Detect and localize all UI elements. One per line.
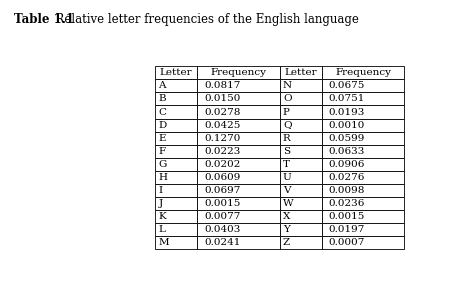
Text: Table 1.1: Table 1.1 — [14, 13, 73, 26]
Text: Relative letter frequencies of the English language: Relative letter frequencies of the Engli… — [48, 13, 358, 26]
